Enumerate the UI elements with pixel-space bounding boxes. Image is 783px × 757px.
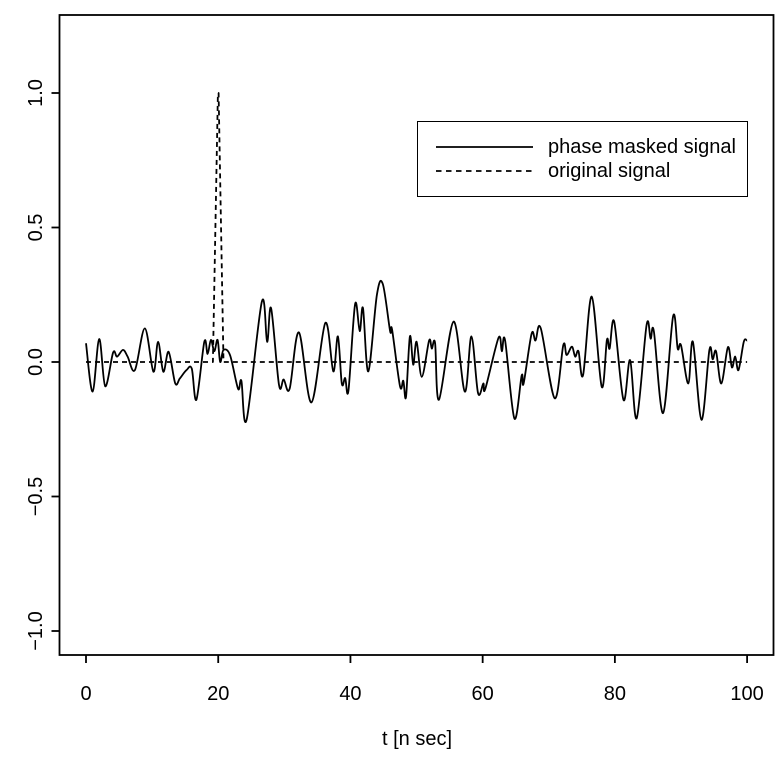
series-line-phase-masked (85, 279, 748, 424)
x-tick-label: 20 (207, 683, 229, 705)
y-tick-label: −1.0 (25, 611, 47, 650)
x-tick-label: 60 (472, 683, 494, 705)
y-tick-label: 0.0 (25, 348, 47, 376)
y-tick-label: 0.5 (25, 214, 47, 242)
legend-item-phase-masked: phase masked signal (436, 135, 747, 159)
legend: phase masked signal original signal (417, 121, 748, 197)
plot-border (58, 14, 775, 656)
x-axis-title: t [n sec] (381, 728, 453, 750)
x-tick-label: 100 (730, 683, 763, 705)
legend-label-phase-masked: phase masked signal (548, 135, 736, 158)
y-tick-label: −0.5 (25, 477, 47, 516)
series-line-original (86, 92, 748, 363)
y-tick-label: 1.0 (25, 79, 47, 107)
legend-item-original: original signal (436, 159, 747, 183)
x-tick-label: 40 (339, 683, 361, 705)
x-tick-label: 80 (604, 683, 626, 705)
dashed-line-sample-icon (436, 170, 533, 172)
x-tick-label: 0 (80, 683, 91, 705)
legend-label-original: original signal (548, 159, 671, 182)
solid-line-sample-icon (436, 146, 533, 148)
